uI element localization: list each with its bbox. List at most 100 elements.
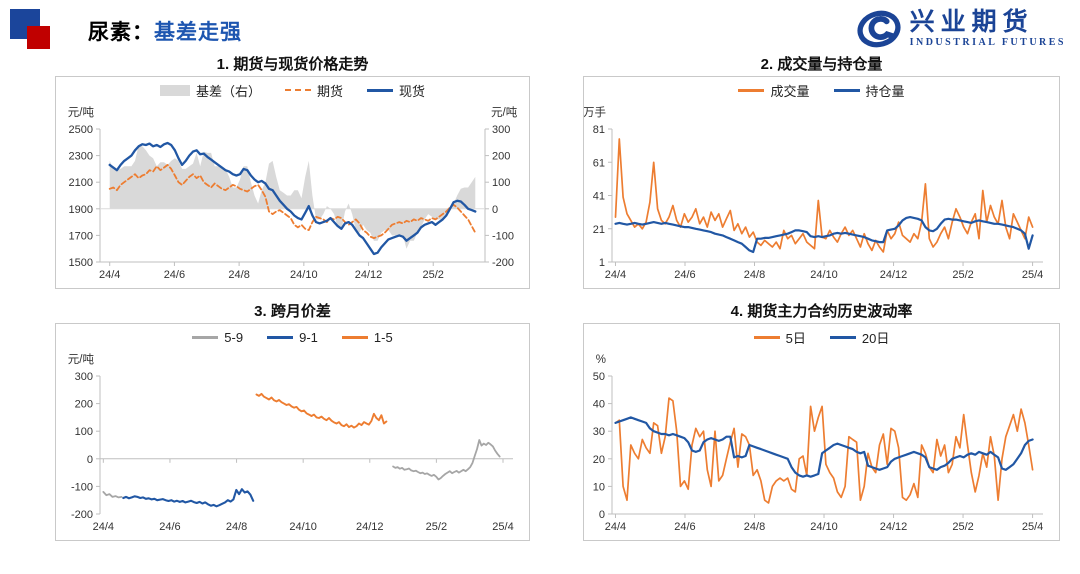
logo-english-name: INDUSTRIAL FUTURES (909, 36, 1066, 48)
legend-item: 20日 (829, 328, 890, 347)
axis-tick-label: 元/吨 (68, 106, 95, 119)
page-title-topic: 尿素： (88, 21, 154, 44)
axis-tick-label: 24/12 (880, 269, 908, 281)
axis-tick-label: 10 (593, 481, 605, 493)
axis-tick-label: 21 (593, 224, 605, 236)
axis-tick-label: 300 (492, 124, 510, 136)
legend-swatch-solid (753, 335, 780, 339)
legend-item: 5日 (753, 328, 806, 347)
axis-tick-label: -200 (492, 257, 514, 269)
chart-historical-volatility: 4. 期货主力合约历史波动率 5日 20日 0 10 20 30 40 50% 24/4 24/6… (583, 301, 1060, 541)
chart-2-canvas: 成交量 持仓量 1 21 41 61 81 万手 24/4 24/6 24/8 24/10 24/12 2… (583, 76, 1060, 289)
charts-grid: 1. 期货与现货价格走势 基差（右） 期货 现货 1500 1700 1900 2100 23… (0, 54, 1080, 541)
legend-item: 1-5 (341, 329, 393, 345)
chart-1-title: 1. 期货与现货价格走势 (216, 56, 369, 73)
axis-tick-label: 24/6 (159, 521, 180, 533)
legend-item: 9-1 (267, 330, 318, 345)
axis-tick-label: 25/2 (423, 269, 444, 281)
series-line-期货 (108, 164, 477, 239)
axis-tick-label: 25/4 (492, 521, 513, 533)
legend-label: 期货 (316, 83, 343, 99)
chart-calendar-spread: 3. 跨月价差 5-9 9-1 1-5 -200 -100 0 100 200 300 元/吨 24… (55, 301, 530, 541)
axis-tick-label: 元/吨 (491, 106, 518, 119)
chart-2-title: 2. 成交量与持仓量 (760, 56, 883, 73)
axis-tick-label: 81 (593, 124, 605, 136)
axis-tick-label: 24/10 (289, 521, 317, 533)
axis-tick-label: -100 (492, 230, 514, 242)
legend-item: 期货 (284, 81, 343, 100)
legend-label: 现货 (399, 83, 426, 99)
chart-3-title: 3. 跨月价差 (254, 303, 331, 320)
axis-tick-label: 20 (593, 454, 605, 466)
legend-label: 成交量 (770, 83, 810, 99)
axis-tick-label: 1 (599, 257, 605, 269)
axis-tick-label: 1900 (69, 204, 93, 216)
axis-tick-label: 25/2 (952, 269, 973, 281)
legend-item: 现货 (367, 81, 425, 100)
legend-item: 持仓量 (833, 81, 905, 100)
legend-swatch-solid (341, 335, 368, 339)
legend-label: 5日 (785, 330, 806, 346)
axis-tick-label: 24/10 (290, 269, 318, 281)
legend-item: 5-9 (192, 330, 243, 345)
legend-item: 成交量 (738, 81, 810, 100)
axis-tick-label: 200 (75, 399, 93, 411)
axis-tick-label: 24/12 (356, 521, 384, 533)
axis-tick-label: -100 (71, 481, 93, 493)
legend-swatch-dashed (284, 89, 311, 91)
axis-tick-label: 万手 (584, 105, 606, 119)
axis-tick-label: 0 (599, 509, 605, 521)
legend-label: 1-5 (373, 329, 393, 345)
logo-swirl-icon (857, 10, 901, 48)
company-logo: 兴业期货 INDUSTRIAL FUTURES (856, 6, 1066, 52)
axis-tick-label: 25/2 (426, 521, 447, 533)
series-line-5日 (614, 397, 1034, 504)
axis-tick-label: 300 (75, 371, 93, 383)
axis-tick-label: % (596, 354, 606, 366)
series-line-现货 (108, 141, 477, 256)
page-title-highlight: 基差走强 (154, 21, 242, 44)
chart-4-title: 4. 期货主力合约历史波动率 (730, 303, 913, 320)
axis-tick-label: 24/6 (164, 269, 185, 281)
chart-3-canvas: 5-9 9-1 1-5 -200 -100 0 100 200 300 元/吨 24/4 24/6 24… (55, 323, 530, 541)
axis-tick-label: 30 (593, 426, 605, 438)
legend-label: 5-9 (224, 329, 244, 345)
legend-swatch-solid (833, 88, 860, 92)
axis-tick-label: 24/12 (880, 521, 908, 533)
legend-swatch-solid (267, 335, 294, 339)
axis-tick-label: 24/10 (810, 521, 838, 533)
legend-label: 20日 (861, 330, 890, 346)
chart-legend: 5-9 9-1 1-5 (56, 324, 529, 350)
axis-tick-label: 61 (593, 157, 605, 169)
axis-tick-label: 0 (87, 454, 93, 466)
axis-tick-label: 24/12 (355, 269, 383, 281)
logo-chinese-name: 兴业期货 (909, 9, 1034, 37)
series-area-基差 (109, 145, 476, 249)
axis-tick-label: 24/6 (674, 521, 695, 533)
axis-tick-label: 24/8 (228, 269, 249, 281)
chart-volume-open-interest: 2. 成交量与持仓量 成交量 持仓量 1 21 41 61 81 万手 24/4 24/6 24/8… (583, 54, 1060, 289)
axis-tick-label: 40 (593, 399, 605, 411)
axis-tick-label: 50 (593, 371, 605, 383)
chart-plot-area: 0 10 20 30 40 50% 24/4 24/6 24/8 24/10 24/12 25/2 25… (593, 354, 1044, 533)
legend-label: 基差（右） (195, 83, 261, 99)
series-line-5-9 (102, 491, 123, 499)
legend-swatch-solid (738, 88, 765, 92)
legend-swatch-solid (192, 335, 219, 339)
series-line-9-1 (122, 488, 255, 508)
axis-tick-label: 24/8 (744, 269, 765, 281)
axis-tick-label: 0 (492, 204, 498, 216)
legend-swatch-solid (367, 88, 393, 92)
series-line-5-9 (392, 439, 501, 481)
legend-swatch-solid (829, 335, 856, 339)
axis-tick-label: 200 (492, 151, 510, 163)
axis-tick-label: 1700 (69, 230, 93, 242)
axis-tick-label: 25/4 (1022, 521, 1043, 533)
series-line-持仓量 (614, 216, 1034, 254)
decorative-squares (10, 9, 60, 59)
axis-tick-label: 41 (593, 191, 605, 203)
axis-tick-label: 24/6 (674, 269, 695, 281)
axis-tick-label: 24/4 (99, 269, 120, 281)
legend-item: 基差（右） (159, 81, 261, 100)
axis-tick-label: 24/10 (810, 269, 838, 281)
